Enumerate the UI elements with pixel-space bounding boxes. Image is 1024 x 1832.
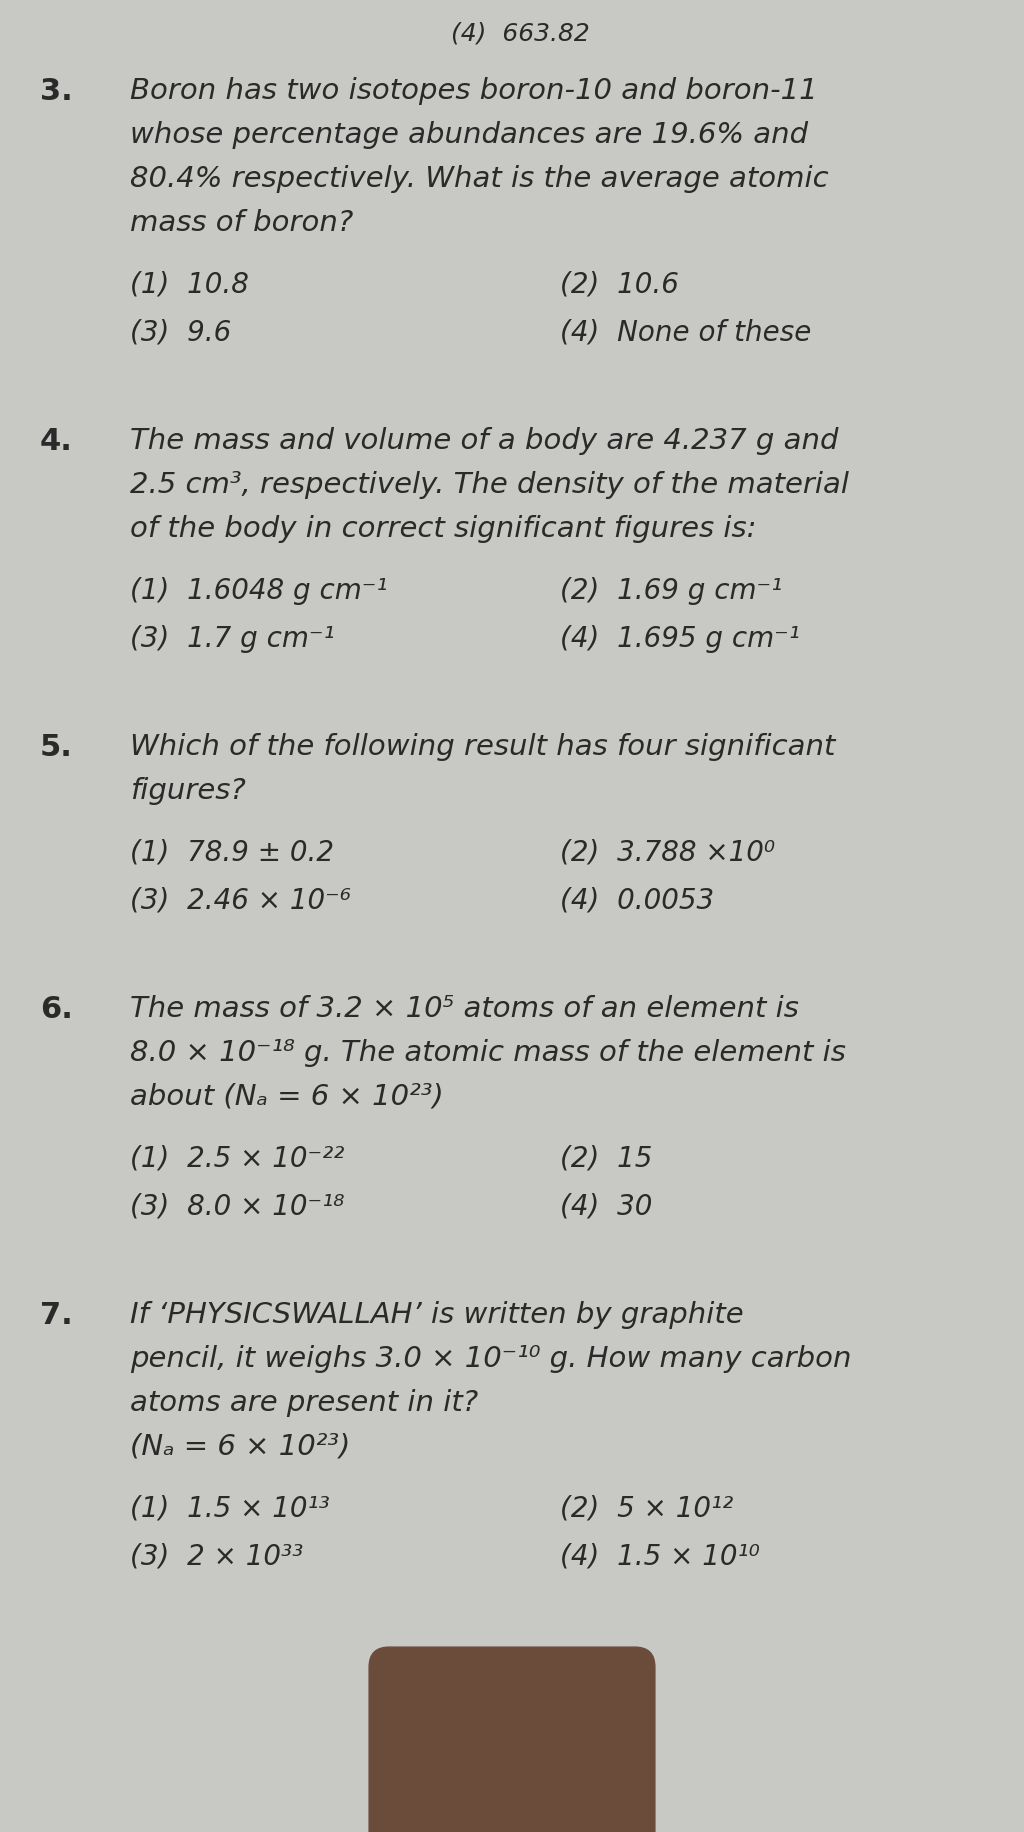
Text: 7.: 7.: [40, 1301, 73, 1330]
Text: The mass and volume of a body are 4.237 g and: The mass and volume of a body are 4.237 …: [130, 427, 839, 454]
Text: pencil, it weighs 3.0 × 10⁻¹⁰ g. How many carbon: pencil, it weighs 3.0 × 10⁻¹⁰ g. How man…: [130, 1345, 852, 1372]
Text: 8.0 × 10⁻¹⁸ g. The atomic mass of the element is: 8.0 × 10⁻¹⁸ g. The atomic mass of the el…: [130, 1039, 846, 1066]
Text: 80.4% respectively. What is the average atomic: 80.4% respectively. What is the average …: [130, 165, 828, 192]
Text: (1)  10.8: (1) 10.8: [130, 271, 249, 299]
Text: (Nₐ = 6 × 10²³): (Nₐ = 6 × 10²³): [130, 1433, 350, 1460]
Text: The mass of 3.2 × 10⁵ atoms of an element is: The mass of 3.2 × 10⁵ atoms of an elemen…: [130, 995, 799, 1022]
Text: (3)  2.46 × 10⁻⁶: (3) 2.46 × 10⁻⁶: [130, 887, 351, 914]
Text: whose percentage abundances are 19.6% and: whose percentage abundances are 19.6% an…: [130, 121, 808, 148]
Text: (3)  9.6: (3) 9.6: [130, 319, 231, 346]
Text: (2)  10.6: (2) 10.6: [560, 271, 679, 299]
Text: (2)  15: (2) 15: [560, 1145, 652, 1172]
Text: (4)  663.82: (4) 663.82: [451, 22, 590, 46]
Text: mass of boron?: mass of boron?: [130, 209, 353, 236]
Text: (2)  3.788 ×10⁰: (2) 3.788 ×10⁰: [560, 839, 775, 867]
Text: (2)  1.69 g cm⁻¹: (2) 1.69 g cm⁻¹: [560, 577, 782, 605]
Text: (4)  1.695 g cm⁻¹: (4) 1.695 g cm⁻¹: [560, 625, 800, 652]
Text: Boron has two isotopes boron-10 and boron-11: Boron has two isotopes boron-10 and boro…: [130, 77, 817, 104]
Text: (3)  1.7 g cm⁻¹: (3) 1.7 g cm⁻¹: [130, 625, 335, 652]
Text: 4.: 4.: [40, 427, 73, 456]
Text: of the body in correct significant figures is:: of the body in correct significant figur…: [130, 515, 757, 542]
Text: atoms are present in it?: atoms are present in it?: [130, 1389, 478, 1416]
Text: figures?: figures?: [130, 777, 246, 804]
Text: (4)  None of these: (4) None of these: [560, 319, 811, 346]
Text: (4)  1.5 × 10¹⁰: (4) 1.5 × 10¹⁰: [560, 1543, 760, 1572]
Text: 3.: 3.: [40, 77, 73, 106]
Text: (1)  1.6048 g cm⁻¹: (1) 1.6048 g cm⁻¹: [130, 577, 387, 605]
Text: (2)  5 × 10¹²: (2) 5 × 10¹²: [560, 1495, 733, 1522]
Text: If ‘PHYSICSWALLAH’ is written by graphite: If ‘PHYSICSWALLAH’ is written by graphit…: [130, 1301, 743, 1328]
Text: 6.: 6.: [40, 995, 73, 1024]
Text: (1)  2.5 × 10⁻²²: (1) 2.5 × 10⁻²²: [130, 1145, 344, 1172]
Text: about (Nₐ = 6 × 10²³): about (Nₐ = 6 × 10²³): [130, 1083, 443, 1110]
Text: (3)  8.0 × 10⁻¹⁸: (3) 8.0 × 10⁻¹⁸: [130, 1193, 344, 1220]
Text: 5.: 5.: [40, 733, 73, 762]
Text: (4)  0.0053: (4) 0.0053: [560, 887, 714, 914]
Text: (3)  2 × 10³³: (3) 2 × 10³³: [130, 1543, 303, 1572]
Text: (4)  30: (4) 30: [560, 1193, 652, 1220]
Text: 2.5 cm³, respectively. The density of the material: 2.5 cm³, respectively. The density of th…: [130, 471, 849, 498]
Text: (1)  78.9 ± 0.2: (1) 78.9 ± 0.2: [130, 839, 334, 867]
FancyBboxPatch shape: [369, 1647, 655, 1832]
Text: (1)  1.5 × 10¹³: (1) 1.5 × 10¹³: [130, 1495, 330, 1522]
Text: Which of the following result has four significant: Which of the following result has four s…: [130, 733, 836, 760]
